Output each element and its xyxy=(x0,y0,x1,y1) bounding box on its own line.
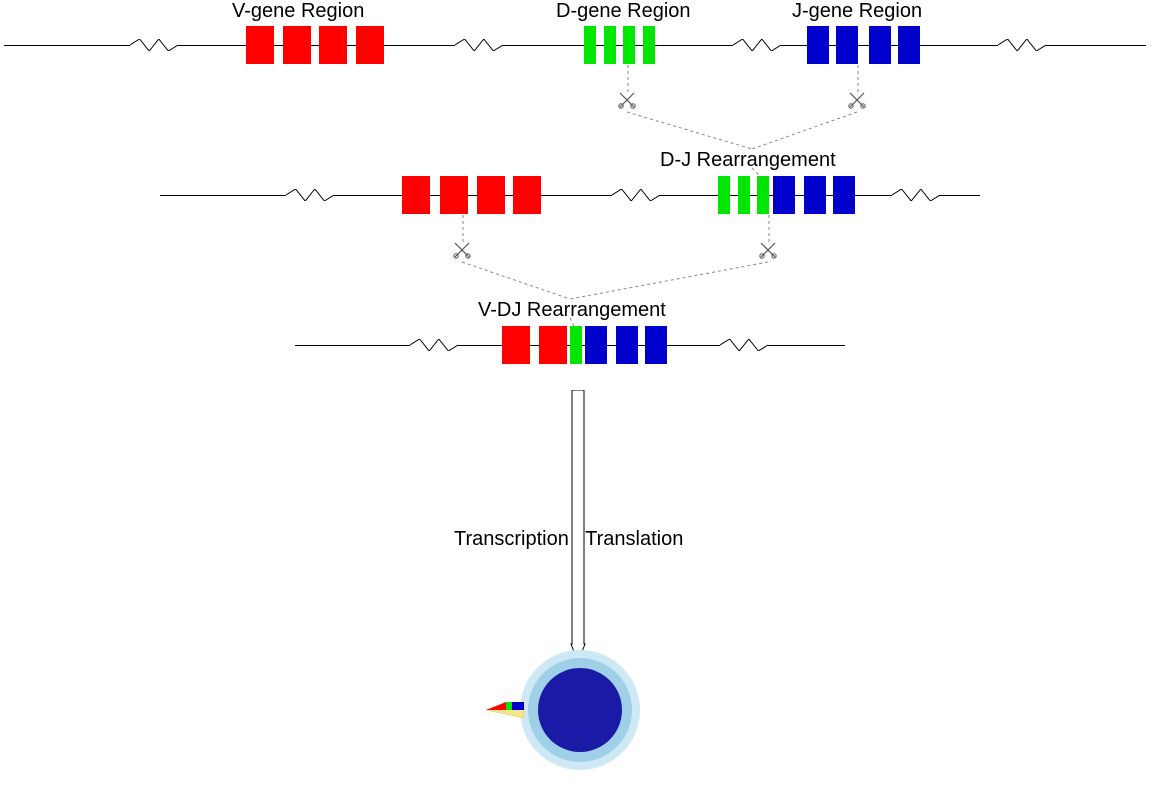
germline-segment-d-6 xyxy=(623,26,635,64)
vdj-joined-segment-v-1 xyxy=(539,326,567,364)
d-region-label: D-gene Region xyxy=(556,0,691,23)
zigzag-break xyxy=(455,39,503,51)
germline-segment-j-11 xyxy=(898,26,920,64)
dj-joined-segment-v-1 xyxy=(440,176,468,214)
zigzag-break xyxy=(892,189,940,201)
zigzag-break xyxy=(998,39,1046,51)
dj-joined-line xyxy=(160,195,980,196)
dj-joined-segment-j-7 xyxy=(773,176,795,214)
germline-segment-v-3 xyxy=(356,26,384,64)
vdj-joined-segment-j-4 xyxy=(616,326,638,364)
j-region-label: J-gene Region xyxy=(792,0,922,23)
dj-rearr-label: D-J Rearrangement xyxy=(660,149,836,172)
vdj-rearr-label: V-DJ Rearrangement xyxy=(478,299,666,322)
germline-segment-j-9 xyxy=(836,26,858,64)
dj-joined-segment-d-4 xyxy=(718,176,730,214)
germline-segment-v-2 xyxy=(319,26,347,64)
scissor-icon-3 xyxy=(759,241,777,259)
dj-joined-segment-v-3 xyxy=(513,176,541,214)
dj-joined-segment-j-9 xyxy=(833,176,855,214)
dj-joined-segment-v-2 xyxy=(477,176,505,214)
vdj-joined-segment-d-2 xyxy=(570,326,582,364)
germline-segment-v-1 xyxy=(283,26,311,64)
scissor-icon-2 xyxy=(453,241,471,259)
germline-segment-d-5 xyxy=(604,26,616,64)
dj-joined-segment-d-5 xyxy=(738,176,750,214)
zigzag-break xyxy=(130,39,178,51)
germline-segment-j-8 xyxy=(807,26,829,64)
dj-joined-segment-j-8 xyxy=(804,176,826,214)
v-region-label: V-gene Region xyxy=(232,0,364,23)
zigzag-break xyxy=(612,189,660,201)
germline-segment-v-0 xyxy=(246,26,274,64)
vdj-recombination-diagram: V-gene Region D-gene Region J-gene Region D… xyxy=(0,0,1152,800)
scissor-icon-0 xyxy=(618,91,636,109)
dj-joined-segment-d-6 xyxy=(757,176,769,214)
zigzag-break xyxy=(410,339,458,351)
vdj-joined-segment-j-5 xyxy=(645,326,667,364)
zigzag-break xyxy=(733,39,781,51)
germline-segment-d-4 xyxy=(584,26,596,64)
vdj-joined-segment-v-0 xyxy=(502,326,530,364)
germline-segment-j-10 xyxy=(869,26,891,64)
zigzag-break xyxy=(720,339,768,351)
zigzag-break xyxy=(286,189,334,201)
vdj-joined-segment-j-3 xyxy=(585,326,607,364)
germline-segment-d-7 xyxy=(643,26,655,64)
b-cell xyxy=(450,620,670,800)
dj-joined-segment-v-0 xyxy=(402,176,430,214)
scissor-icon-1 xyxy=(848,91,866,109)
